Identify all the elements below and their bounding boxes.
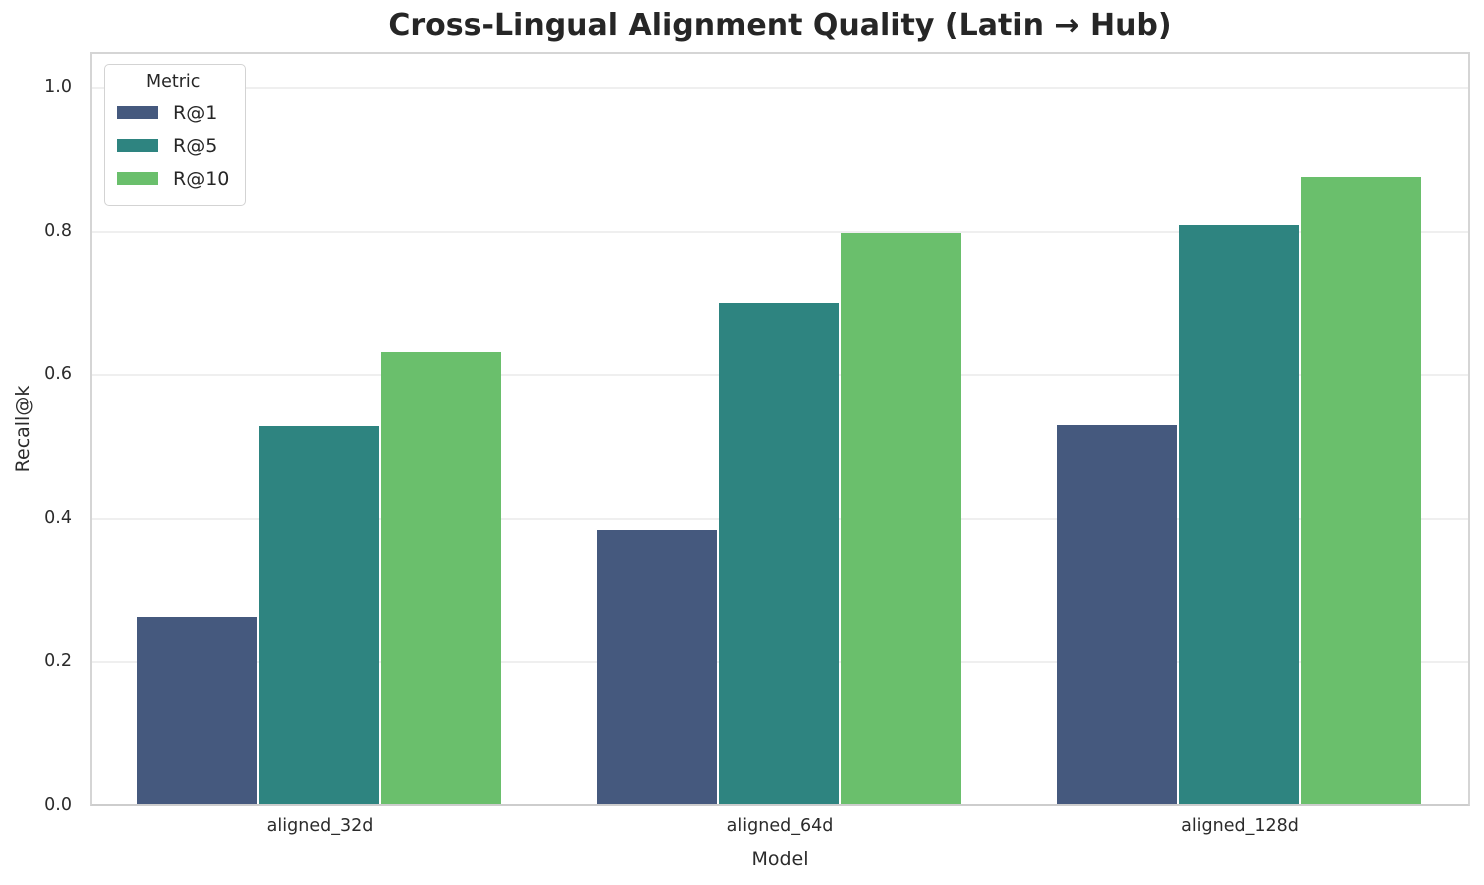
legend-item: R@10 (117, 162, 229, 195)
bar (1179, 224, 1299, 804)
y-tick-label: 0.6 (44, 364, 72, 385)
y-tick-label: 0.0 (44, 795, 72, 815)
legend-item-label: R@10 (173, 167, 230, 190)
y-axis-label: Recall@k (12, 385, 34, 473)
gridline (92, 230, 1468, 233)
x-axis-label: Model (751, 848, 809, 870)
gridline (92, 86, 1468, 89)
x-tick-label: aligned_64d (726, 816, 834, 836)
bar (1057, 424, 1177, 804)
bar (381, 351, 501, 804)
x-tick-label: aligned_128d (1181, 816, 1299, 836)
chart-title: Cross-Lingual Alignment Quality (Latin →… (388, 8, 1172, 43)
bar (1301, 177, 1421, 804)
legend-swatch-icon (117, 106, 158, 119)
legend-item-label: R@5 (173, 134, 218, 157)
bar (841, 233, 961, 804)
bar (137, 617, 257, 804)
y-tick-label: 0.4 (44, 507, 72, 528)
legend-swatch-icon (117, 172, 158, 185)
bar (597, 529, 717, 804)
legend-item: R@1 (117, 96, 229, 129)
plot-area: Metric R@1 R@5 R@10 (90, 52, 1470, 806)
y-tick-label: 0.8 (44, 220, 72, 241)
legend-item: R@5 (117, 129, 229, 162)
legend-swatch-icon (117, 139, 158, 152)
y-tick-label: 0.2 (44, 651, 72, 672)
legend: Metric R@1 R@5 R@10 (104, 64, 247, 206)
bar (719, 302, 839, 804)
legend-item-label: R@1 (173, 101, 218, 124)
legend-title: Metric (145, 72, 201, 92)
x-tick-label: aligned_32d (266, 816, 374, 836)
bar (259, 425, 379, 804)
y-tick-label: 1.0 (44, 76, 72, 97)
